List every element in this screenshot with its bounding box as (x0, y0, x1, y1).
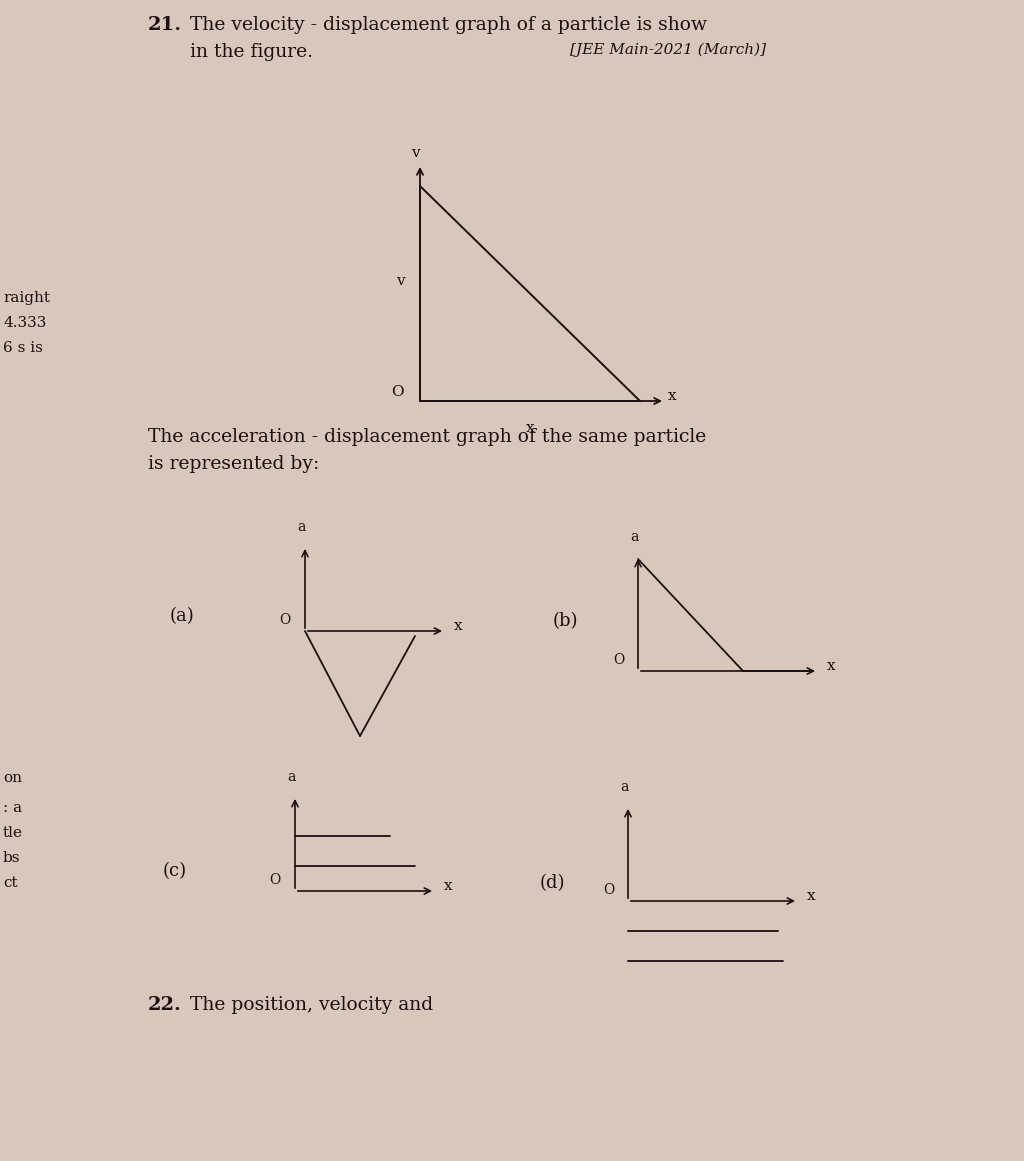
Text: is represented by:: is represented by: (148, 455, 319, 473)
Text: The acceleration - displacement graph of the same particle: The acceleration - displacement graph of… (148, 428, 707, 446)
Text: x: x (668, 389, 677, 403)
Text: a: a (620, 780, 628, 794)
Text: x: x (827, 659, 836, 673)
Text: v: v (411, 146, 419, 160)
Text: (c): (c) (163, 861, 187, 880)
Text: 4.333: 4.333 (3, 316, 46, 330)
Text: 6 s is: 6 s is (3, 341, 43, 355)
Text: (d): (d) (540, 874, 565, 892)
Text: on: on (3, 771, 22, 785)
Text: a: a (630, 531, 638, 545)
Text: O: O (269, 873, 281, 887)
Text: in the figure.: in the figure. (190, 43, 313, 62)
Text: O: O (603, 884, 614, 897)
Text: The velocity - displacement graph of a particle is show: The velocity - displacement graph of a p… (190, 16, 707, 34)
Text: v: v (396, 274, 406, 288)
Text: 22.: 22. (148, 996, 182, 1014)
Text: raight: raight (3, 291, 50, 305)
Text: : a: : a (3, 801, 23, 815)
Text: The position, velocity and: The position, velocity and (190, 996, 433, 1014)
Text: O: O (612, 652, 624, 668)
Text: x: x (444, 879, 453, 893)
Text: O: O (280, 613, 291, 627)
Text: O: O (391, 385, 404, 399)
Text: [JEE Main-2021 (March)]: [JEE Main-2021 (March)] (570, 43, 766, 57)
Text: x: x (525, 421, 535, 435)
Text: bs: bs (3, 851, 20, 865)
Text: x: x (454, 619, 463, 633)
Text: a: a (297, 520, 305, 534)
Text: tle: tle (3, 825, 23, 841)
Text: ct: ct (3, 877, 17, 890)
Text: a: a (287, 770, 295, 784)
Text: 21.: 21. (148, 16, 182, 34)
Text: (a): (a) (170, 607, 195, 625)
Text: x: x (807, 889, 816, 903)
Text: (b): (b) (553, 612, 579, 630)
